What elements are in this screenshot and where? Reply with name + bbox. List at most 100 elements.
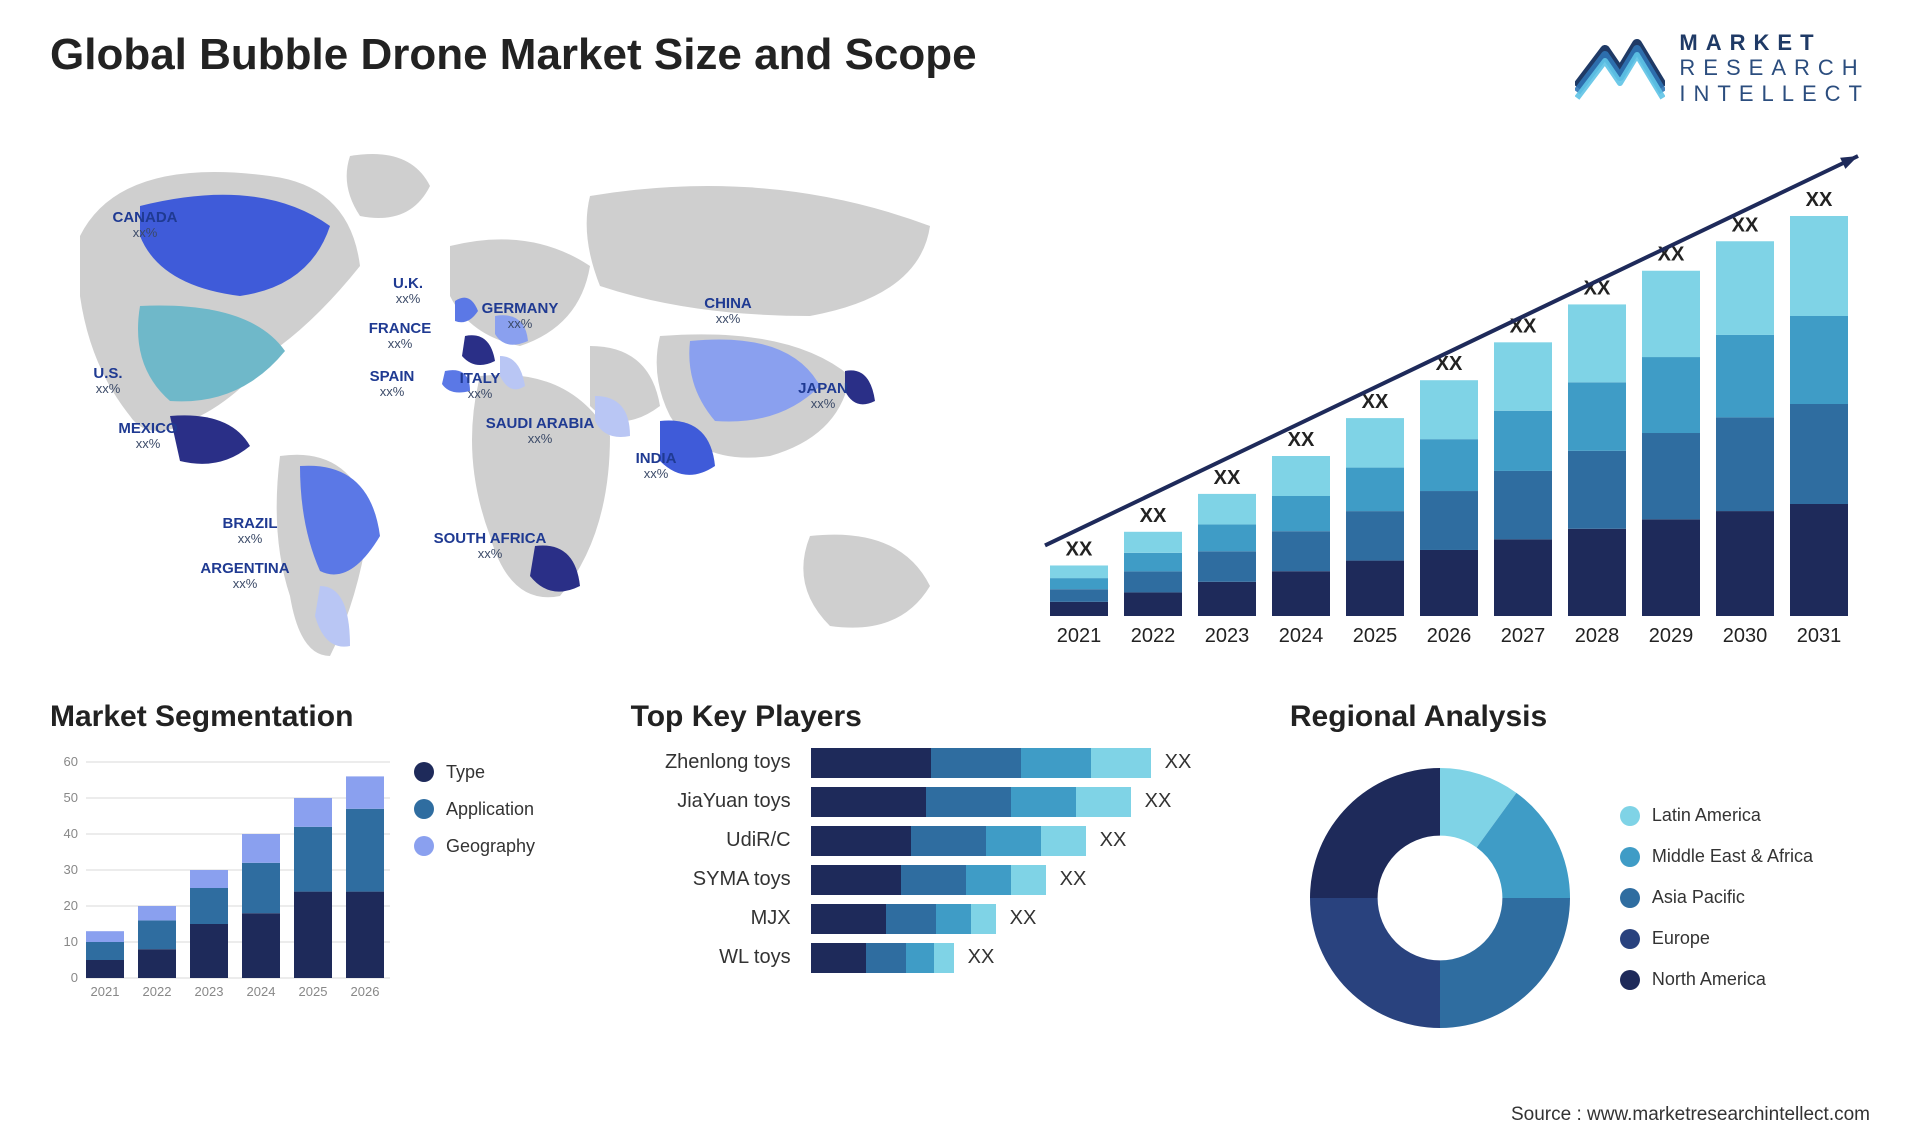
svg-text:2025: 2025 <box>1353 625 1398 647</box>
map-label-brazil: BRAZILxx% <box>223 516 278 547</box>
player-bar-segment <box>934 943 954 973</box>
svg-text:2024: 2024 <box>247 984 276 999</box>
player-bar-segment <box>811 865 901 895</box>
svg-text:2021: 2021 <box>91 984 120 999</box>
legend-dot <box>1620 970 1640 990</box>
country-name: FRANCE <box>369 320 432 337</box>
player-bar-segment <box>1041 826 1086 856</box>
map-label-u-s-: U.S.xx% <box>93 366 122 397</box>
player-bar-segment <box>966 865 1011 895</box>
svg-text:2031: 2031 <box>1797 625 1842 647</box>
map-label-south-africa: SOUTH AFRICAxx% <box>434 531 547 562</box>
svg-text:XX: XX <box>1732 214 1759 236</box>
logo-text-3: INTELLECT <box>1679 81 1870 106</box>
map-label-italy: ITALYxx% <box>460 371 501 402</box>
svg-text:2029: 2029 <box>1649 625 1694 647</box>
svg-text:2028: 2028 <box>1575 625 1620 647</box>
country-pct: xx% <box>93 382 122 396</box>
players-title: Top Key Players <box>631 700 1260 734</box>
svg-text:2026: 2026 <box>1427 625 1472 647</box>
player-row: UdiR/CXX <box>631 826 1260 856</box>
player-name: MJX <box>631 907 811 930</box>
player-bar <box>811 748 1151 778</box>
regional-panel: Regional Analysis Latin AmericaMiddle Ea… <box>1290 700 1870 1048</box>
player-value: XX <box>1165 751 1192 774</box>
legend-label: Type <box>446 762 485 783</box>
segmentation-title: Market Segmentation <box>50 700 601 734</box>
map-label-argentina: ARGENTINAxx% <box>200 561 289 592</box>
legend-dot <box>414 762 434 782</box>
player-value: XX <box>1060 868 1087 891</box>
svg-text:0: 0 <box>71 970 78 985</box>
svg-text:XX: XX <box>1066 538 1093 560</box>
player-bar <box>811 787 1131 817</box>
logo-icon <box>1575 32 1665 104</box>
map-label-japan: JAPANxx% <box>798 381 848 412</box>
regional-donut <box>1290 748 1590 1048</box>
svg-text:2021: 2021 <box>1057 625 1102 647</box>
segmentation-legend: Type Application Geography <box>414 762 535 857</box>
svg-text:2030: 2030 <box>1723 625 1768 647</box>
country-pct: xx% <box>200 577 289 591</box>
segmentation-legend-item: Application <box>414 799 535 820</box>
country-name: ARGENTINA <box>200 560 289 577</box>
country-pct: xx% <box>113 226 178 240</box>
svg-text:60: 60 <box>64 754 78 769</box>
svg-text:XX: XX <box>1214 467 1241 489</box>
player-bar <box>811 826 1086 856</box>
player-row: Zhenlong toysXX <box>631 748 1260 778</box>
segmentation-chart: 0102030405060202120222023202420252026 <box>50 748 390 998</box>
player-value: XX <box>1010 907 1037 930</box>
segmentation-chart-svg: 0102030405060202120222023202420252026 <box>50 748 390 1008</box>
player-name: SYMA toys <box>631 868 811 891</box>
country-pct: xx% <box>482 317 559 331</box>
player-bar-segment <box>811 826 911 856</box>
player-bar-segment <box>901 865 966 895</box>
player-bar-segment <box>986 826 1041 856</box>
svg-text:XX: XX <box>1362 391 1389 413</box>
player-bar-segment <box>1011 787 1076 817</box>
player-name: JiaYuan toys <box>631 790 811 813</box>
player-bar-segment <box>811 787 926 817</box>
legend-dot <box>1620 847 1640 867</box>
legend-dot <box>1620 806 1640 826</box>
regional-legend-item: Latin America <box>1620 805 1813 826</box>
country-name: SOUTH AFRICA <box>434 530 547 547</box>
player-bar-segment <box>866 943 906 973</box>
map-label-china: CHINAxx% <box>704 296 752 327</box>
svg-text:2027: 2027 <box>1501 625 1546 647</box>
segmentation-legend-item: Geography <box>414 836 535 857</box>
map-label-mexico: MEXICOxx% <box>118 421 177 452</box>
country-pct: xx% <box>798 397 848 411</box>
player-bar-segment <box>1011 865 1046 895</box>
country-pct: xx% <box>434 547 547 561</box>
segmentation-legend-item: Type <box>414 762 535 783</box>
players-panel: Top Key Players Zhenlong toysXX JiaYuan t… <box>631 700 1260 1048</box>
segmentation-panel: Market Segmentation 01020304050602021202… <box>50 700 601 1048</box>
legend-dot <box>414 799 434 819</box>
regional-legend: Latin AmericaMiddle East & AfricaAsia Pa… <box>1620 805 1813 990</box>
country-name: SAUDI ARABIA <box>486 415 595 432</box>
country-pct: xx% <box>369 337 432 351</box>
player-value: XX <box>1145 790 1172 813</box>
country-pct: xx% <box>636 467 677 481</box>
country-pct: xx% <box>118 437 177 451</box>
map-label-spain: SPAINxx% <box>370 369 415 400</box>
player-name: UdiR/C <box>631 829 811 852</box>
country-pct: xx% <box>223 532 278 546</box>
country-name: INDIA <box>636 450 677 467</box>
player-bar-segment <box>911 826 986 856</box>
svg-text:2022: 2022 <box>1131 625 1176 647</box>
svg-text:50: 50 <box>64 790 78 805</box>
player-bar-segment <box>1091 748 1151 778</box>
country-name: ITALY <box>460 370 501 387</box>
legend-dot <box>1620 888 1640 908</box>
regional-legend-item: Europe <box>1620 928 1813 949</box>
player-bar-segment <box>926 787 1011 817</box>
player-bar-segment <box>1021 748 1091 778</box>
player-bar-segment <box>811 748 931 778</box>
player-bar-segment <box>886 904 936 934</box>
legend-dot <box>1620 929 1640 949</box>
brand-logo: MARKET RESEARCH INTELLECT <box>1575 30 1870 106</box>
svg-text:XX: XX <box>1140 505 1167 527</box>
